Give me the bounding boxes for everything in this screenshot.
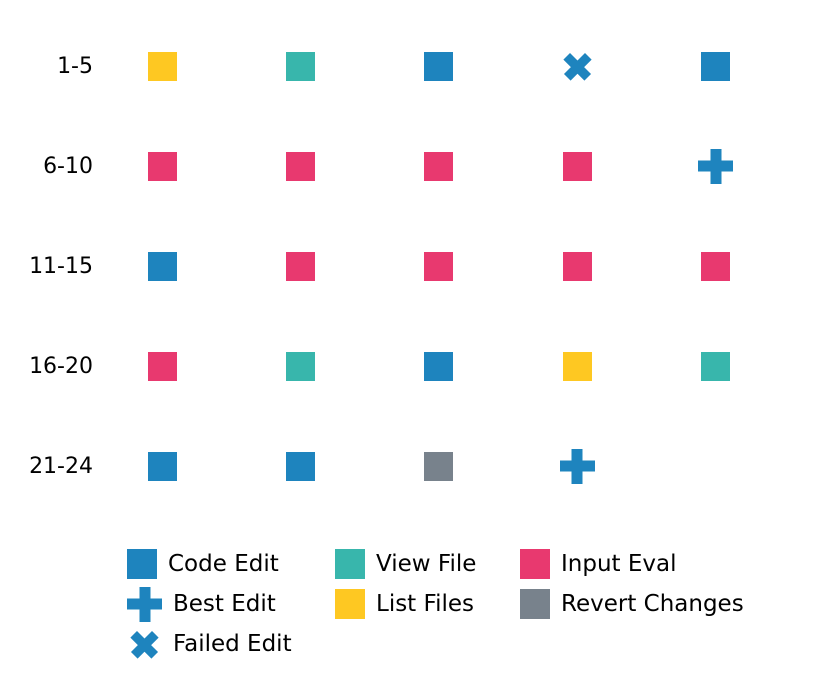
- revert-changes-marker: [520, 589, 550, 619]
- best-edit-marker: [127, 587, 162, 622]
- grid-cell: [647, 149, 785, 184]
- grid-cell: [647, 51, 785, 81]
- grid-row-11-15: 11-15: [0, 216, 813, 316]
- code-edit-marker: [424, 51, 454, 81]
- input-eval-marker: [147, 151, 177, 181]
- legend-label: Input Eval: [561, 551, 677, 577]
- grid-cell: [508, 449, 646, 484]
- code-edit-marker: [424, 351, 454, 381]
- grid-cell: [508, 151, 646, 181]
- grid-cell: [370, 351, 508, 381]
- grid-cell: [231, 351, 369, 381]
- grid-cell: [370, 51, 508, 81]
- legend-item-view-file: View File: [335, 544, 520, 584]
- grid-cell: [370, 451, 508, 481]
- grid-cell: [231, 451, 369, 481]
- view-file-marker: [286, 351, 316, 381]
- input-eval-marker: [147, 351, 177, 381]
- legend-label: List Files: [376, 591, 474, 617]
- input-eval-marker: [424, 251, 454, 281]
- code-edit-marker: [701, 51, 731, 81]
- grid-cell: [231, 151, 369, 181]
- grid-cell: [231, 251, 369, 281]
- code-edit-marker: [127, 549, 157, 579]
- grid-row-6-10: 6-10: [0, 116, 813, 216]
- row-label: 1-5: [57, 53, 93, 79]
- view-file-marker: [701, 351, 731, 381]
- grid-cell: [93, 251, 231, 281]
- legend: Code Edit View File Input Eval Best Edit Lis…: [127, 544, 813, 664]
- legend-item-revert-changes: Revert Changes: [520, 584, 813, 624]
- code-edit-marker: [286, 451, 316, 481]
- input-eval-marker: [520, 549, 550, 579]
- code-edit-marker: [147, 451, 177, 481]
- grid-cell: [93, 351, 231, 381]
- legend-label: Failed Edit: [173, 631, 292, 657]
- grid-cell: [93, 451, 231, 481]
- row-label: 21-24: [29, 453, 93, 479]
- grid-cell: [647, 251, 785, 281]
- legend-item-list-files: List Files: [335, 584, 520, 624]
- revert-changes-marker: [424, 451, 454, 481]
- grid-row-21-24: 21-24: [0, 416, 813, 516]
- grid-cell: [93, 51, 231, 81]
- legend-item-best-edit: Best Edit: [127, 584, 335, 624]
- row-label: 6-10: [43, 153, 93, 179]
- list-files-marker: [562, 351, 592, 381]
- grid-cell: [370, 251, 508, 281]
- code-edit-marker: [147, 251, 177, 281]
- input-eval-marker: [286, 151, 316, 181]
- best-edit-marker: [698, 149, 733, 184]
- legend-label: Code Edit: [168, 551, 279, 577]
- legend-item-code-edit: Code Edit: [127, 544, 335, 584]
- row-label: 11-15: [29, 253, 93, 279]
- legend-label: Best Edit: [173, 591, 276, 617]
- row-label: 16-20: [29, 353, 93, 379]
- grid-cell: [370, 151, 508, 181]
- grid-cell: [508, 49, 646, 84]
- marker-grid: 1-5 6-10 11-15 16-20 21-24: [0, 16, 813, 516]
- grid-row-16-20: 16-20: [0, 316, 813, 416]
- grid-cell: [508, 251, 646, 281]
- failed-edit-marker: [123, 623, 165, 665]
- grid-cell: [93, 151, 231, 181]
- grid-cell: [508, 351, 646, 381]
- input-eval-marker: [701, 251, 731, 281]
- best-edit-marker: [560, 449, 595, 484]
- input-eval-marker: [286, 251, 316, 281]
- view-file-marker: [286, 51, 316, 81]
- legend-item-failed-edit: Failed Edit: [127, 624, 335, 664]
- view-file-marker: [335, 549, 365, 579]
- input-eval-marker: [424, 151, 454, 181]
- input-eval-marker: [562, 251, 592, 281]
- grid-row-1-5: 1-5: [0, 16, 813, 116]
- legend-label: View File: [376, 551, 477, 577]
- legend-item-input-eval: Input Eval: [520, 544, 813, 584]
- list-files-marker: [335, 589, 365, 619]
- legend-label: Revert Changes: [561, 591, 744, 617]
- failed-edit-marker: [556, 45, 598, 87]
- list-files-marker: [147, 51, 177, 81]
- grid-cell: [647, 351, 785, 381]
- grid-cell: [231, 51, 369, 81]
- input-eval-marker: [562, 151, 592, 181]
